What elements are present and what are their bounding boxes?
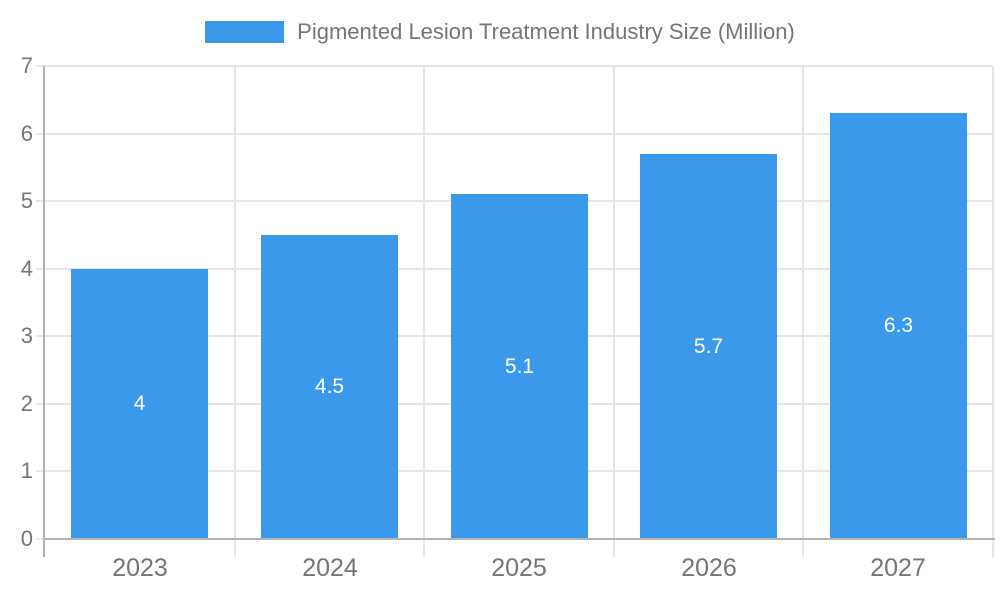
h-gridline <box>45 65 993 67</box>
y-axis-label: 7 <box>20 53 33 78</box>
y-axis-line <box>43 66 45 557</box>
x-axis-label: 2025 <box>491 554 547 582</box>
x-axis-label: 2024 <box>302 554 358 582</box>
v-gridline <box>234 66 236 557</box>
y-axis-label: 6 <box>20 121 33 146</box>
x-axis-line <box>43 538 995 540</box>
y-axis-tick <box>36 403 44 405</box>
x-axis-label: 2023 <box>112 554 168 582</box>
v-gridline <box>992 66 994 557</box>
v-gridline <box>423 66 425 557</box>
v-gridline <box>613 66 615 557</box>
bar-2023[interactable] <box>71 269 208 539</box>
y-axis-label: 5 <box>20 188 33 213</box>
x-axis-label: 2026 <box>681 554 737 582</box>
y-axis-label: 4 <box>20 256 33 281</box>
y-axis-label: 1 <box>20 458 33 483</box>
y-axis-tick <box>36 538 44 540</box>
bar-2024[interactable] <box>261 235 398 539</box>
y-axis-tick <box>36 133 44 135</box>
bar-value-label: 6.3 <box>883 314 914 337</box>
y-axis-label: 2 <box>20 391 33 416</box>
bar-value-label: 4 <box>133 392 146 415</box>
bar-2025[interactable] <box>451 194 588 539</box>
y-axis-tick <box>36 200 44 202</box>
bar-2026[interactable] <box>640 154 777 539</box>
legend-label: Pigmented Lesion Treatment Industry Size… <box>297 19 795 44</box>
x-axis-label: 2027 <box>870 554 926 582</box>
bar-value-label: 5.7 <box>693 335 724 358</box>
bar-2027[interactable] <box>830 113 967 539</box>
h-gridline <box>45 133 993 135</box>
y-axis-tick <box>36 335 44 337</box>
v-gridline <box>802 66 804 557</box>
bar-value-label: 4.5 <box>314 375 345 398</box>
y-axis-tick <box>36 470 44 472</box>
bar-value-label: 5.1 <box>504 355 535 378</box>
y-axis-tick <box>36 65 44 67</box>
y-axis-label: 3 <box>20 323 33 348</box>
legend-swatch <box>205 21 285 43</box>
y-axis-label: 0 <box>20 526 33 551</box>
y-axis-tick <box>36 268 44 270</box>
legend-item[interactable]: Pigmented Lesion Treatment Industry Size… <box>0 18 1000 46</box>
